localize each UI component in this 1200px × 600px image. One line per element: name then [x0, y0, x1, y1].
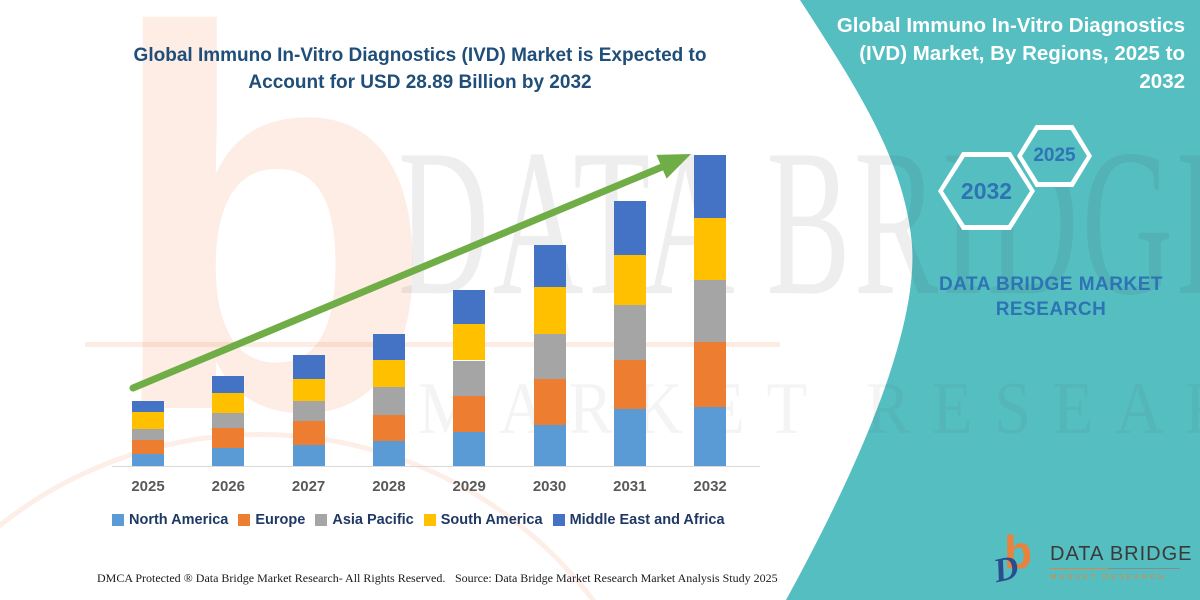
- bar-segment-2031-asia-pacific: [613, 305, 646, 361]
- bar-segment-2025-south-america: [132, 412, 164, 429]
- bar-segment-2032-asia-pacific: [694, 280, 727, 343]
- legend-item-north-america: North America: [112, 512, 228, 528]
- logo-name: DATA BRIDGE: [1050, 543, 1193, 565]
- databridge-logo: b D DATA BRIDGE MARKET RESEARCH: [990, 526, 1193, 590]
- legend-swatch-icon: [238, 514, 251, 526]
- hexagon-2032-label: 2032: [960, 177, 1013, 204]
- hexagon-2025-label: 2025: [1033, 145, 1076, 166]
- bar-segment-2028-asia-pacific: [372, 387, 405, 416]
- panel-brand-text: DATA BRIDGE MARKET RESEARCH: [939, 274, 1163, 320]
- bar-segment-2030-middle-east-and-africa: [533, 245, 566, 288]
- legend-label: Middle East and Africa: [569, 512, 725, 528]
- legend-item-europe: Europe: [238, 512, 305, 528]
- x-axis-label-2029: 2029: [452, 478, 486, 495]
- chart-legend: North America Europe Asia Pacific South Ame…: [112, 510, 725, 530]
- bar-segment-2025-north-america: [132, 453, 164, 467]
- bar-segment-2031-middle-east-and-africa: [613, 200, 646, 255]
- bar-segment-2029-north-america: [453, 432, 486, 467]
- bar-segment-2027-europe: [292, 420, 325, 446]
- bar-segment-2030-north-america: [533, 425, 566, 467]
- watermark-stripe: [85, 342, 780, 347]
- bar-segment-2027-asia-pacific: [292, 400, 325, 421]
- logo-text-block: DATA BRIDGE MARKET RESEARCH: [1050, 543, 1193, 581]
- bar-segment-2026-asia-pacific: [212, 413, 245, 429]
- x-axis-label-2031: 2031: [613, 478, 647, 495]
- legend-swatch-icon: [315, 514, 328, 526]
- legend-item-south-america: South America: [423, 512, 543, 528]
- bar-segment-2032-europe: [694, 342, 727, 407]
- x-axis-line: [112, 466, 760, 467]
- panel-title: Global Immuno In-Vitro Diagnostics (IVD)…: [836, 14, 1185, 93]
- bar-segment-2026-south-america: [212, 393, 245, 414]
- logo-b-glyph-icon: b: [1004, 526, 1033, 578]
- legend-item-middle-east-and-africa: Middle East and Africa: [552, 512, 725, 528]
- x-axis-label-2028: 2028: [372, 478, 406, 495]
- x-axis-label-2032: 2032: [693, 478, 727, 495]
- bar-segment-2031-europe: [613, 360, 646, 409]
- bar-segment-2028-north-america: [372, 441, 405, 467]
- x-axis-label-2026: 2026: [211, 478, 245, 495]
- chart-title-line1: Global Immuno In-Vitro Diagnostics (IVD)…: [133, 45, 707, 66]
- x-axis-label-2025: 2025: [131, 478, 165, 495]
- logo-subtitle: MARKET RESEARCH: [1050, 572, 1167, 581]
- bar-segment-2032-south-america: [694, 218, 727, 281]
- legend-label: Europe: [255, 512, 306, 528]
- databridge-logo-icon: b D: [990, 526, 1044, 590]
- hexagon-2025-fill: [1022, 130, 1087, 182]
- legend-swatch-icon: [423, 514, 436, 526]
- hexagon-2032-badge: 2032: [938, 152, 1035, 230]
- legend-label: South America: [440, 512, 543, 528]
- bar-segment-2032-north-america: [694, 407, 727, 467]
- bar-segment-2027-middle-east-and-africa: [292, 354, 325, 380]
- bar-segment-2028-europe: [372, 415, 405, 442]
- bar-segment-2025-europe: [132, 440, 164, 454]
- bar-segment-2031-south-america: [613, 254, 646, 306]
- legend-swatch-icon: [552, 514, 565, 526]
- bar-segment-2029-europe: [453, 396, 486, 433]
- bar-segment-2026-europe: [212, 428, 245, 448]
- teal-panel-shape: [786, 0, 1200, 600]
- bar-segment-2031-north-america: [613, 408, 646, 467]
- dmca-notice: DMCA Protected ® Data Bridge Market Rese…: [97, 571, 446, 585]
- source-notice: Source: Data Bridge Market Research Mark…: [455, 571, 778, 585]
- chart-title: Global Immuno In-Vitro Diagnostics (IVD)…: [80, 42, 760, 96]
- chart-title-line2: Account for USD 28.89 Billion by 2032: [248, 72, 592, 93]
- bar-segment-2029-south-america: [453, 323, 486, 361]
- legend-label: Asia Pacific: [332, 512, 414, 528]
- bar-segment-2027-south-america: [292, 379, 325, 401]
- legend-label: North America: [129, 512, 229, 528]
- bar-segment-2029-middle-east-and-africa: [453, 290, 486, 324]
- bar-segment-2026-north-america: [212, 448, 245, 467]
- bar-segment-2026-middle-east-and-africa: [212, 376, 245, 394]
- bar-segment-2032-middle-east-and-africa: [694, 155, 727, 219]
- x-axis-label-2030: 2030: [532, 478, 567, 495]
- bar-segment-2028-middle-east-and-africa: [372, 334, 405, 360]
- bar-segment-2030-south-america: [533, 287, 566, 334]
- bar-segment-2030-europe: [533, 378, 566, 426]
- bar-segment-2025-asia-pacific: [132, 428, 164, 441]
- bar-segment-2027-north-america: [292, 445, 325, 467]
- bar-segment-2030-asia-pacific: [533, 333, 566, 379]
- bar-segment-2028-south-america: [372, 359, 405, 388]
- logo-divider: [1050, 568, 1180, 569]
- bar-segment-2025-middle-east-and-africa: [132, 400, 164, 413]
- legend-item-asia-pacific: Asia Pacific: [315, 512, 414, 528]
- bar-segment-2029-asia-pacific: [453, 360, 486, 397]
- legend-swatch-icon: [112, 514, 124, 526]
- x-axis-label-2027: 2027: [291, 478, 326, 495]
